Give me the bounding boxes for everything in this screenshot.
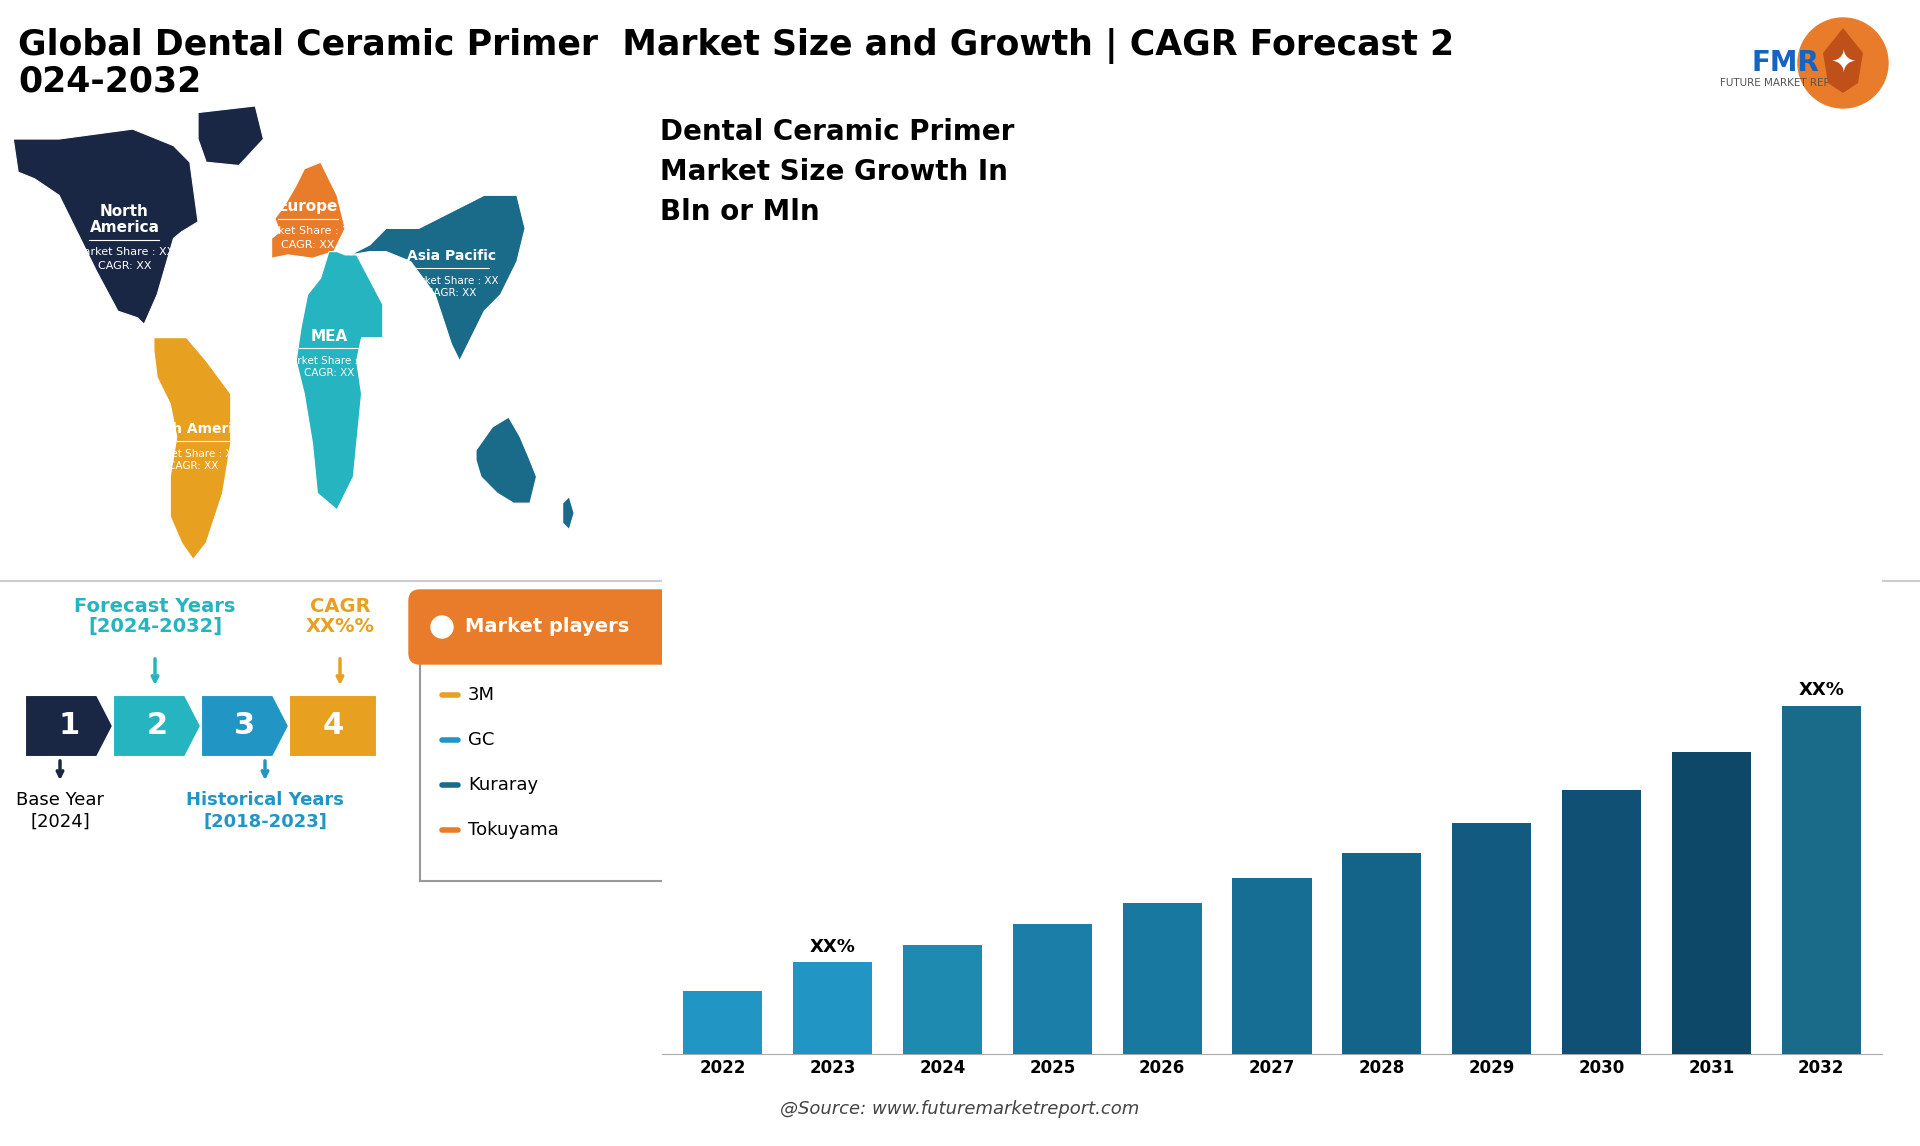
Text: 3M: 3M xyxy=(468,686,495,704)
Polygon shape xyxy=(476,417,536,503)
Circle shape xyxy=(1062,617,1083,638)
Circle shape xyxy=(1797,18,1887,108)
Text: [2018-2023]: [2018-2023] xyxy=(204,813,326,831)
Circle shape xyxy=(430,617,453,638)
Text: @Source: www.futuremarketreport.com: @Source: www.futuremarketreport.com xyxy=(780,1100,1140,1118)
Text: Hospital: Hospital xyxy=(1098,731,1171,749)
Text: Tokuyama: Tokuyama xyxy=(468,821,559,839)
Bar xyxy=(1782,706,1860,1054)
Text: Market Share : XX: Market Share : XX xyxy=(146,449,240,458)
Text: 1: 1 xyxy=(58,712,79,740)
Text: 4: 4 xyxy=(323,712,344,740)
Bar xyxy=(902,945,981,1054)
Text: [2024-2032]: [2024-2032] xyxy=(88,617,223,636)
Text: CAGR: CAGR xyxy=(309,597,371,617)
Bar xyxy=(1233,878,1311,1054)
Text: Bln or Mln: Bln or Mln xyxy=(660,198,820,226)
Text: Market Share : XX: Market Share : XX xyxy=(405,275,499,285)
Polygon shape xyxy=(198,105,263,165)
Polygon shape xyxy=(202,694,290,758)
Polygon shape xyxy=(1822,28,1862,93)
Text: CAGR: XX: CAGR: XX xyxy=(303,368,353,378)
Text: Global Dental Ceramic Primer  Market Size and Growth | CAGR Forecast 2: Global Dental Ceramic Primer Market Size… xyxy=(17,28,1453,64)
Text: CAGR: XX: CAGR: XX xyxy=(280,240,334,250)
Text: 3: 3 xyxy=(234,712,255,740)
Bar xyxy=(1672,752,1751,1054)
Text: Market Share : XX: Market Share : XX xyxy=(282,356,376,367)
Text: North: North xyxy=(100,204,150,219)
Polygon shape xyxy=(25,694,113,758)
Polygon shape xyxy=(154,338,230,559)
Polygon shape xyxy=(271,163,346,258)
Text: XX%%: XX%% xyxy=(305,617,374,636)
Text: Asia Pacific: Asia Pacific xyxy=(407,249,495,262)
Text: 024-2032: 024-2032 xyxy=(17,64,202,99)
Text: Europe: Europe xyxy=(276,199,338,214)
Text: Market players: Market players xyxy=(465,618,630,636)
Text: XX%: XX% xyxy=(810,937,856,956)
Text: Single: Single xyxy=(799,731,854,749)
Text: CAGR: XX: CAGR: XX xyxy=(426,288,476,298)
Polygon shape xyxy=(349,195,524,361)
FancyBboxPatch shape xyxy=(409,589,726,665)
Bar xyxy=(1452,823,1532,1054)
Bar xyxy=(684,991,762,1054)
Text: Historical Years: Historical Years xyxy=(186,791,344,809)
Bar xyxy=(793,961,872,1054)
FancyBboxPatch shape xyxy=(1039,589,1357,665)
Text: 2: 2 xyxy=(146,712,167,740)
Bar xyxy=(1123,903,1202,1054)
Text: [2024]: [2024] xyxy=(31,813,90,831)
Text: FMR: FMR xyxy=(1751,49,1818,77)
FancyBboxPatch shape xyxy=(739,589,1027,665)
Bar xyxy=(1563,790,1642,1054)
Text: Mixed: Mixed xyxy=(799,686,851,704)
Bar xyxy=(1012,924,1092,1054)
Text: Kuraray: Kuraray xyxy=(468,776,538,794)
Text: ✦: ✦ xyxy=(1830,48,1857,78)
Bar xyxy=(1342,853,1421,1054)
Polygon shape xyxy=(563,496,574,529)
Text: Dental Ceramic Primer: Dental Ceramic Primer xyxy=(660,118,1014,146)
Polygon shape xyxy=(13,129,198,324)
Text: Base Year: Base Year xyxy=(15,791,104,809)
Text: Market Share : XX: Market Share : XX xyxy=(257,226,357,236)
Text: Clinic: Clinic xyxy=(1098,686,1146,704)
Text: South America: South America xyxy=(136,422,250,435)
Text: By application: By application xyxy=(1094,618,1252,636)
Text: MEA: MEA xyxy=(311,329,348,344)
Text: CAGR: XX: CAGR: XX xyxy=(167,461,219,471)
Text: America: America xyxy=(90,220,159,235)
Text: Forecast Years: Forecast Years xyxy=(75,597,236,617)
Text: By type: By type xyxy=(795,618,879,636)
Text: FUTURE MARKET REPORT: FUTURE MARKET REPORT xyxy=(1720,78,1851,88)
Text: Other: Other xyxy=(1098,776,1150,794)
Text: Market Size Growth In: Market Size Growth In xyxy=(660,158,1008,186)
Text: Market Share : XX: Market Share : XX xyxy=(75,246,175,257)
Polygon shape xyxy=(296,252,382,510)
Text: CAGR: XX: CAGR: XX xyxy=(98,261,152,270)
Polygon shape xyxy=(290,694,376,758)
Text: XX%: XX% xyxy=(1799,681,1843,699)
Text: GC: GC xyxy=(468,731,493,749)
Circle shape xyxy=(760,617,783,638)
Polygon shape xyxy=(113,694,202,758)
